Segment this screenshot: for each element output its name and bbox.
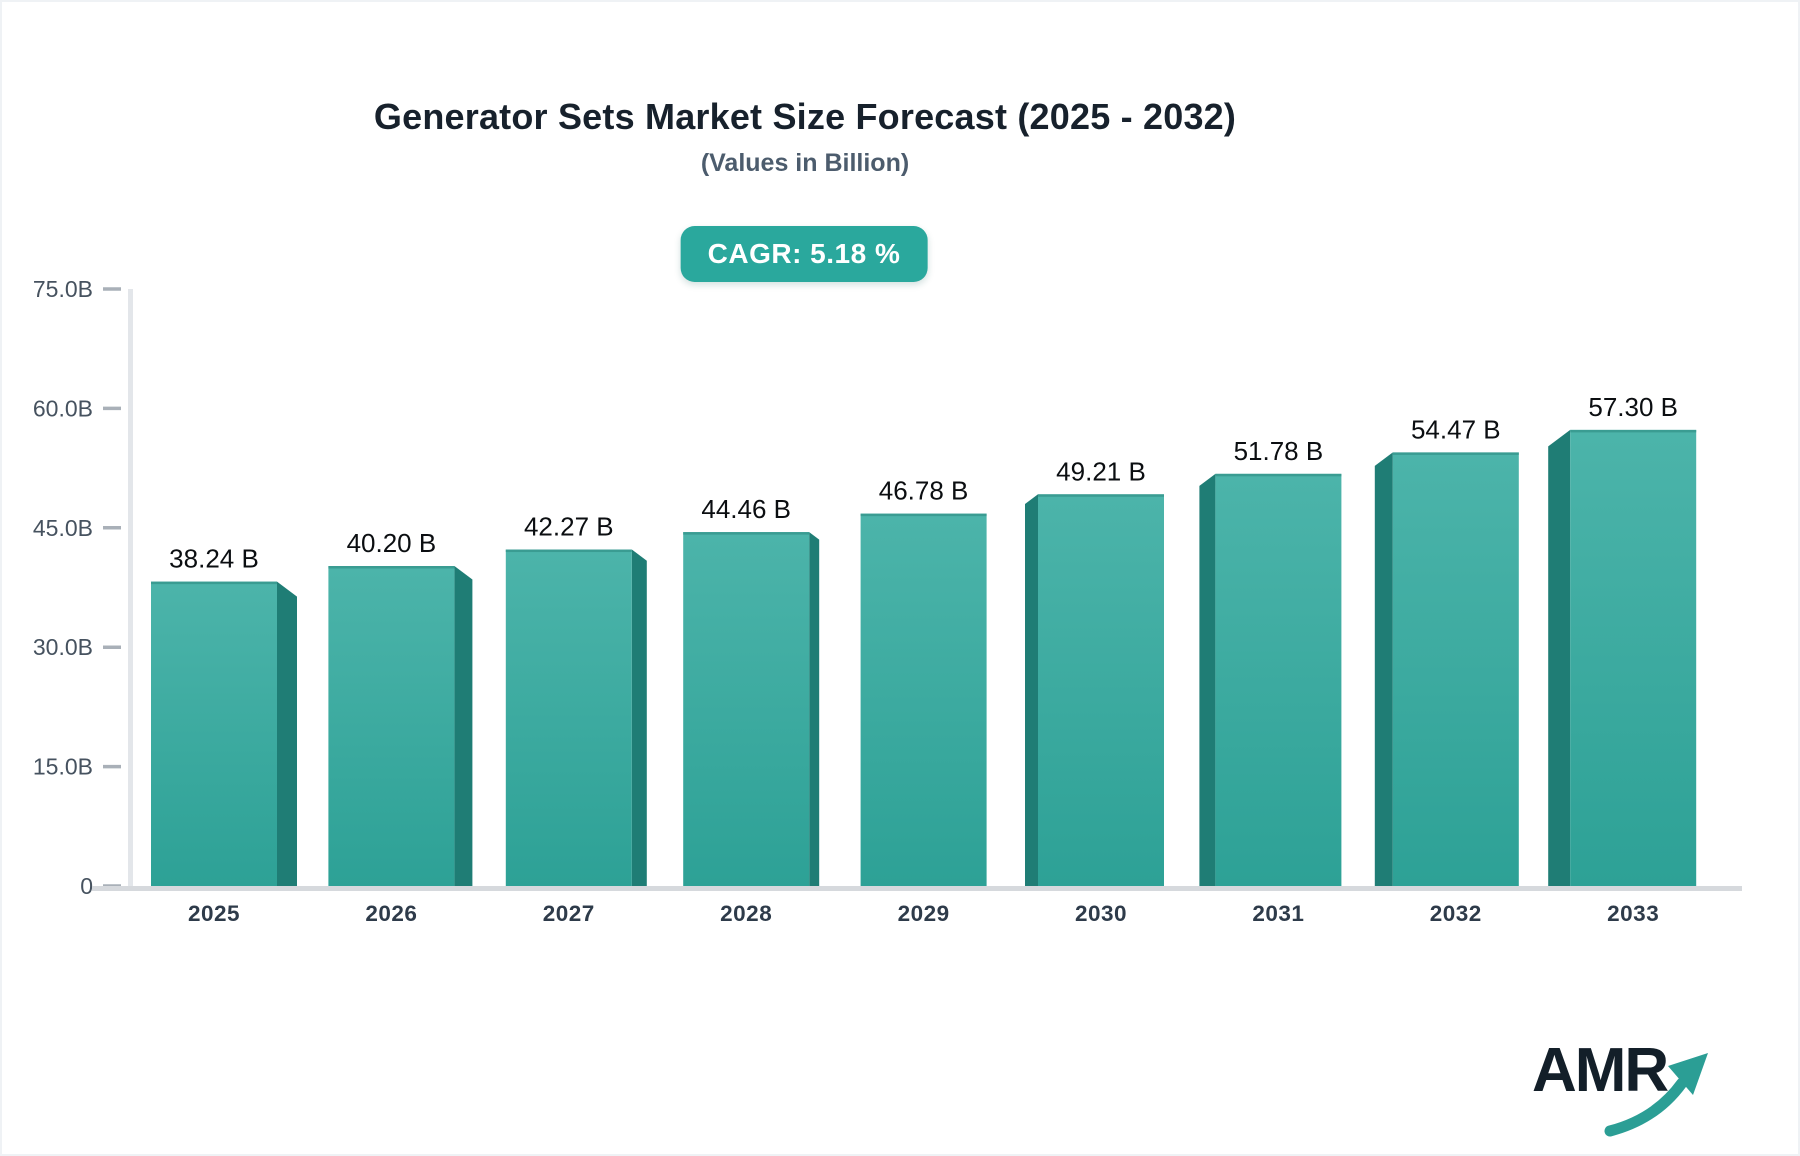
- bar-top-edge: [1038, 494, 1164, 497]
- bar-top-edge: [1392, 452, 1519, 455]
- y-axis-tick-label: 0: [80, 873, 93, 899]
- bar-2026: 40.20 B: [328, 528, 473, 886]
- bar-top-edge: [1215, 473, 1342, 477]
- trending-up-arrow-icon: [1604, 1053, 1708, 1137]
- y-axis-tick-label: 15.0B: [33, 754, 93, 780]
- bar-3d-side: [1199, 473, 1216, 886]
- y-axis-tick-label: 60.0B: [33, 395, 93, 421]
- x-axis-label: 2032: [1430, 901, 1482, 926]
- bar-3d-side: [1374, 452, 1393, 886]
- bar-2028: 44.46 B: [683, 494, 820, 886]
- bar-2025: 38.24 B: [151, 544, 297, 886]
- bar-2032: 54.47 B: [1374, 414, 1519, 886]
- bar-top-edge: [683, 532, 810, 535]
- bar-face: [151, 581, 277, 886]
- bar-top-edge: [860, 513, 987, 517]
- y-axis-tick-label: 30.0B: [33, 634, 93, 660]
- bar-value-label: 54.47 B: [1411, 414, 1501, 444]
- bar-face: [1215, 473, 1342, 886]
- bar-top-edge: [151, 581, 277, 585]
- x-axis-label: 2027: [543, 901, 595, 926]
- x-axis-label: 2031: [1252, 901, 1304, 926]
- bar-2030: 49.21 B: [1025, 456, 1164, 886]
- bar-3d-side: [277, 581, 297, 886]
- bar-value-label: 40.20 B: [347, 528, 437, 558]
- bar-face: [505, 549, 632, 886]
- bar-value-label: 42.27 B: [524, 512, 614, 542]
- bar-2027: 42.27 B: [505, 512, 647, 886]
- bar-3d-side: [1548, 429, 1571, 886]
- x-axis-label: 2030: [1075, 901, 1127, 926]
- bar-2033: 57.30 B: [1548, 392, 1697, 886]
- bar-face: [860, 513, 987, 886]
- bar-face: [683, 532, 810, 886]
- chart-title: Generator Sets Market Size Forecast (202…: [373, 96, 1237, 137]
- bar-2029: 46.78 B: [860, 476, 987, 886]
- cagr-badge: CAGR: 5.18 %: [680, 226, 928, 282]
- bar-face: [1038, 494, 1164, 886]
- bar-3d-side: [809, 532, 820, 886]
- bar-3d-side: [1025, 494, 1038, 886]
- y-axis-tick-label: 75.0B: [33, 276, 93, 302]
- bar-face: [328, 566, 455, 886]
- bar-top-edge: [1570, 429, 1697, 433]
- bar-value-label: 38.24 B: [169, 544, 259, 574]
- y-axis-line: [128, 289, 133, 886]
- bar-value-label: 57.30 B: [1588, 392, 1678, 422]
- bar-value-label: 49.21 B: [1056, 456, 1146, 486]
- bar-face: [1392, 452, 1519, 886]
- bar-2031: 51.78 B: [1199, 436, 1342, 886]
- amr-logo: AMR: [1532, 1035, 1722, 1145]
- x-axis-line: [92, 886, 1742, 891]
- y-axis-tick-label: 45.0B: [33, 515, 93, 541]
- bar-value-label: 46.78 B: [879, 476, 969, 506]
- bar-3d-side: [631, 549, 647, 886]
- bar-face: [1570, 429, 1697, 886]
- bar-top-edge: [505, 549, 632, 553]
- x-axis-label: 2026: [365, 901, 417, 926]
- bar-value-label: 44.46 B: [701, 494, 791, 524]
- x-axis-label: 2025: [188, 901, 240, 926]
- amr-logo-text: AMR: [1532, 1036, 1669, 1105]
- bar-3d-side: [454, 566, 473, 886]
- x-axis-label: 2033: [1607, 901, 1659, 926]
- x-axis-label: 2029: [898, 901, 950, 926]
- chart-subtitle: (Values in Billion): [700, 149, 910, 177]
- bar-value-label: 51.78 B: [1234, 436, 1324, 466]
- x-axis-label: 2028: [720, 901, 772, 926]
- bar-top-edge: [328, 566, 455, 569]
